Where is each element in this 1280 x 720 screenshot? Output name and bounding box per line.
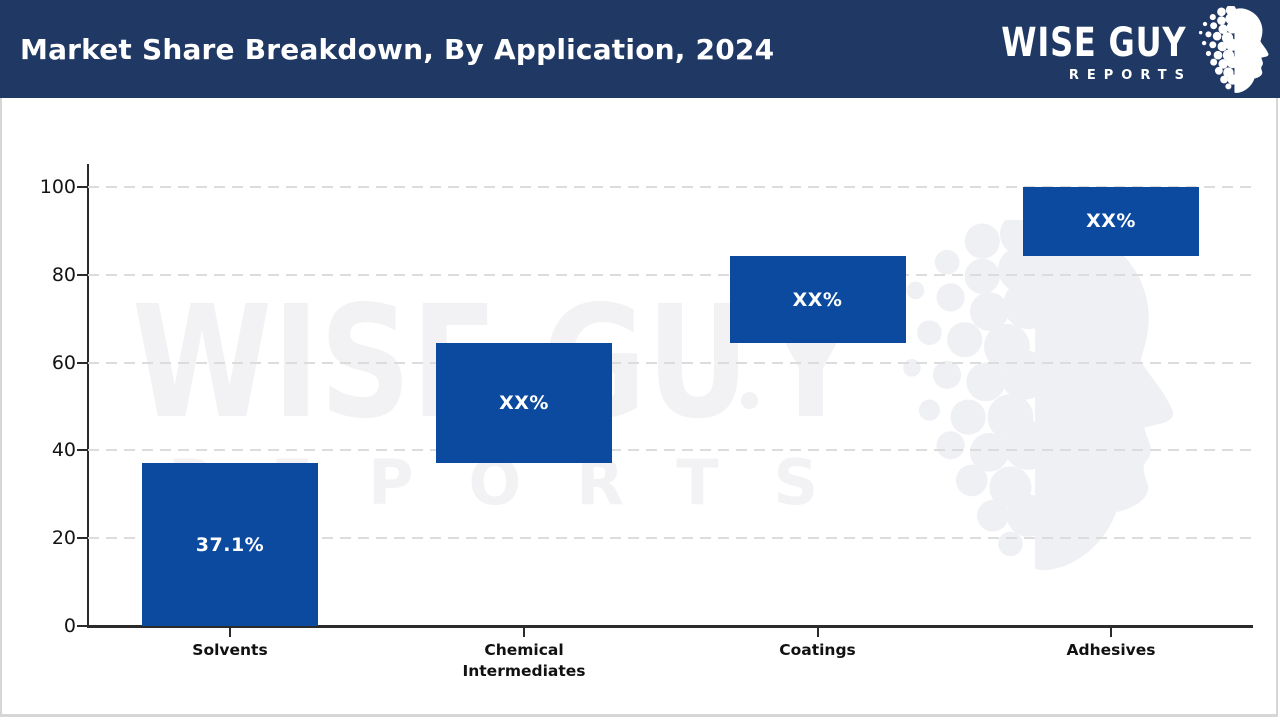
header-bar: Market Share Breakdown, By Application, … bbox=[0, 0, 1280, 98]
gridline-80 bbox=[88, 273, 1253, 276]
bar-coatings: XX% bbox=[729, 255, 906, 344]
brand-subtitle: REPORTS bbox=[1068, 68, 1192, 83]
page-title: Market Share Breakdown, By Application, … bbox=[20, 32, 775, 66]
x-tick-label-4: Adhesives bbox=[1066, 641, 1156, 659]
bar-label: XX% bbox=[1086, 210, 1136, 233]
x-tick-label-2: Chemical Intermediates bbox=[462, 641, 586, 680]
y-tick-label-40: 40 bbox=[51, 439, 76, 462]
x-tick-4 bbox=[1110, 628, 1112, 637]
gridline-20 bbox=[88, 537, 1253, 540]
y-tick-label-0: 0 bbox=[63, 615, 76, 637]
brand-logo: WISE GUY REPORTS bbox=[1001, 4, 1274, 96]
y-tick-40 bbox=[77, 449, 88, 452]
y-tick-label-60: 60 bbox=[51, 351, 76, 374]
gridline-100 bbox=[88, 186, 1253, 188]
x-tick-label-1: Solvents bbox=[192, 641, 268, 659]
y-tick-20 bbox=[77, 537, 88, 540]
gridline-40 bbox=[88, 449, 1253, 452]
bar-solvents: 37.1% bbox=[142, 463, 318, 626]
bar-chemical: XX% bbox=[436, 343, 612, 464]
x-axis-spine bbox=[87, 625, 1253, 628]
y-tick-label-100: 100 bbox=[39, 176, 76, 198]
bar-label: XX% bbox=[792, 288, 843, 311]
bar-adhesives: XX% bbox=[1023, 187, 1199, 256]
bar-label: 37.1% bbox=[195, 533, 265, 556]
y-tick-80 bbox=[77, 273, 88, 276]
bar-label: XX% bbox=[499, 392, 549, 415]
watermark-dot bbox=[741, 392, 758, 409]
x-tick-2 bbox=[523, 628, 525, 637]
y-tick-60 bbox=[77, 361, 88, 364]
y-axis-spine bbox=[87, 164, 89, 628]
x-tick-3 bbox=[816, 628, 819, 637]
brand-text: WISE GUY REPORTS bbox=[955, 22, 1186, 83]
y-tick-100 bbox=[77, 186, 88, 188]
y-tick-0 bbox=[77, 625, 88, 627]
x-tick-label-3: Coatings bbox=[779, 641, 856, 659]
brand-name: WISE GUY bbox=[1000, 20, 1186, 66]
x-tick-1 bbox=[229, 628, 231, 637]
y-tick-label-20: 20 bbox=[51, 527, 76, 550]
y-tick-label-80: 80 bbox=[51, 263, 76, 286]
gridline-60 bbox=[88, 361, 1253, 364]
